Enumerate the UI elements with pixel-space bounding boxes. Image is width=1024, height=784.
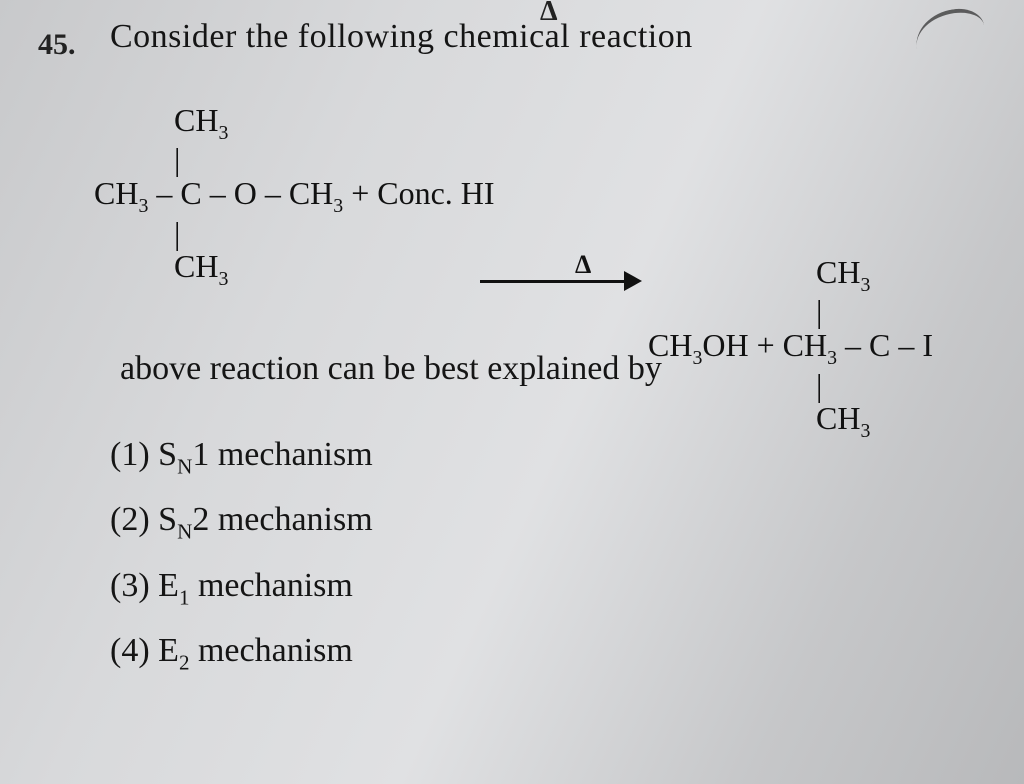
option-4-pre: E	[158, 632, 179, 669]
reaction-arrow-product: Δ CH3 | CH3OH + CH3 – C – I | CH3	[480, 222, 933, 476]
option-4-sub: 2	[179, 651, 190, 675]
question-text: Consider the following chemical reaction	[110, 18, 693, 56]
product-line4: |	[648, 367, 822, 403]
reactant-line4: |	[94, 215, 180, 251]
reactant-line5: CH3	[94, 248, 228, 284]
option-3-post: mechanism	[189, 567, 352, 604]
option-2-post: 2 mechanism	[192, 501, 372, 538]
option-2-num: (2)	[110, 501, 158, 538]
reaction-arrow: Δ	[480, 260, 640, 300]
reactant-line2: |	[94, 141, 180, 177]
option-3-num: (3)	[110, 567, 158, 604]
product-line3: CH3OH + CH3 – C – I	[648, 327, 933, 363]
scribble-mark	[912, 5, 986, 48]
option-4[interactable]: (4) E2 mechanism	[110, 632, 373, 675]
reactant-line1: CH3	[94, 102, 228, 138]
option-4-num: (4)	[110, 632, 158, 669]
option-1-pre: S	[158, 436, 177, 473]
option-1-post: 1 mechanism	[192, 436, 372, 473]
page: Δ 45. Consider the following chemical re…	[0, 0, 1024, 784]
option-3-sub: 1	[179, 585, 190, 609]
option-3-pre: E	[158, 567, 179, 604]
question-number: 45.	[38, 28, 76, 62]
answer-options: (1) SN1 mechanism (2) SN2 mechanism (3) …	[110, 436, 373, 698]
product-structure: CH3 | CH3OH + CH3 – C – I | CH3	[648, 222, 933, 476]
arrow-delta-symbol: Δ	[575, 250, 591, 280]
option-2[interactable]: (2) SN2 mechanism	[110, 501, 373, 544]
option-1[interactable]: (1) SN1 mechanism	[110, 436, 373, 479]
option-1-num: (1)	[110, 436, 158, 473]
product-line1: CH3	[648, 254, 870, 290]
reactant-structure: CH3 | CH3 – C – O – CH3 + Conc. HI | CH3	[94, 70, 495, 324]
option-3[interactable]: (3) E1 mechanism	[110, 567, 373, 610]
option-2-pre: S	[158, 501, 177, 538]
arrow-line	[480, 280, 630, 283]
explanation-prompt: above reaction can be best explained by	[120, 350, 662, 388]
product-line2: |	[648, 293, 822, 329]
reactant-line3: CH3 – C – O – CH3 + Conc. HI	[94, 175, 495, 211]
option-4-post: mechanism	[189, 632, 352, 669]
option-2-sub: N	[177, 520, 192, 544]
option-1-sub: N	[177, 454, 192, 478]
arrow-head-icon	[624, 271, 642, 291]
product-line5: CH3	[648, 400, 870, 436]
